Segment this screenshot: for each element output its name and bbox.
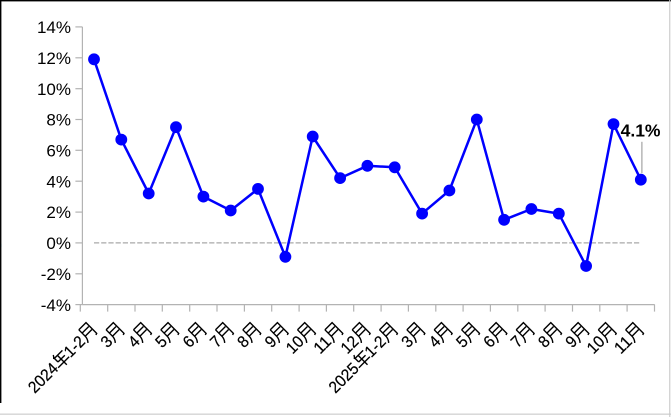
svg-text:10%: 10% bbox=[37, 80, 71, 99]
svg-text:4%: 4% bbox=[46, 172, 71, 191]
svg-text:-2%: -2% bbox=[41, 265, 71, 284]
svg-text:8%: 8% bbox=[46, 111, 71, 130]
svg-text:-4%: -4% bbox=[41, 296, 71, 315]
svg-text:4.1%: 4.1% bbox=[621, 120, 661, 140]
svg-text:14%: 14% bbox=[37, 18, 71, 37]
svg-text:12%: 12% bbox=[37, 49, 71, 68]
svg-text:0%: 0% bbox=[46, 234, 71, 253]
svg-text:6%: 6% bbox=[46, 142, 71, 161]
svg-text:2%: 2% bbox=[46, 203, 71, 222]
